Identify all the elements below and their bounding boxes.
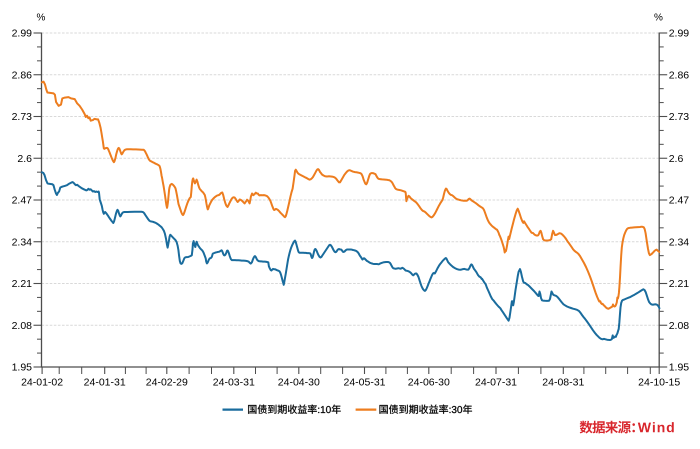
svg-text:2.34: 2.34 (12, 236, 33, 248)
svg-text:2.34: 2.34 (669, 236, 690, 248)
svg-text:24-05-31: 24-05-31 (343, 377, 385, 389)
svg-text:24-08-31: 24-08-31 (542, 377, 584, 389)
svg-text:24-01-02: 24-01-02 (21, 377, 63, 389)
svg-text:2.21: 2.21 (12, 278, 33, 290)
svg-text:24-04-30: 24-04-30 (278, 377, 320, 389)
svg-text:24-06-30: 24-06-30 (408, 377, 450, 389)
svg-text:2.21: 2.21 (669, 278, 690, 290)
svg-text:1.95: 1.95 (669, 362, 690, 374)
svg-text:24-02-29: 24-02-29 (146, 377, 188, 389)
svg-text:2.6: 2.6 (669, 153, 684, 165)
svg-text:2.47: 2.47 (12, 195, 33, 207)
svg-text:24-07-31: 24-07-31 (475, 377, 517, 389)
svg-text:2.86: 2.86 (669, 69, 690, 81)
svg-text:2.08: 2.08 (12, 320, 33, 332)
svg-text:%: % (37, 13, 46, 24)
svg-text:2.86: 2.86 (12, 69, 33, 81)
svg-text:1.95: 1.95 (12, 362, 33, 374)
svg-text:24-01-31: 24-01-31 (84, 377, 126, 389)
svg-text:%: % (654, 13, 663, 24)
svg-text:2.47: 2.47 (669, 195, 690, 207)
svg-text:2.99: 2.99 (12, 28, 33, 40)
svg-text:24-03-31: 24-03-31 (213, 377, 255, 389)
svg-text:24-10-15: 24-10-15 (638, 377, 680, 389)
svg-text:2.73: 2.73 (12, 111, 33, 123)
svg-text:2.08: 2.08 (669, 320, 690, 332)
svg-text:2.73: 2.73 (669, 111, 690, 123)
svg-text:2.99: 2.99 (669, 28, 690, 40)
svg-text:2.6: 2.6 (17, 153, 32, 165)
